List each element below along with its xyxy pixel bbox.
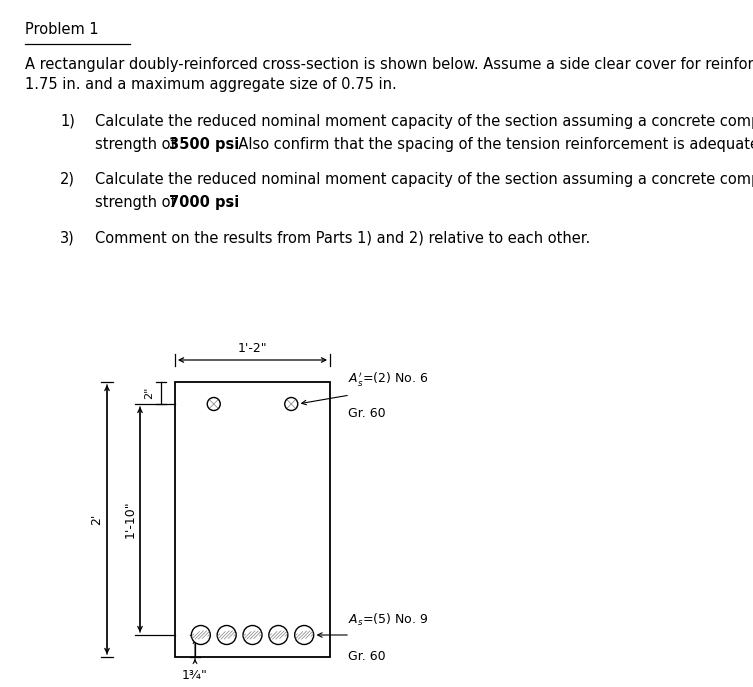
Text: Gr. 60: Gr. 60 xyxy=(348,650,386,663)
Circle shape xyxy=(191,625,210,644)
Circle shape xyxy=(217,625,236,644)
Text: 1¾": 1¾" xyxy=(182,669,208,682)
Text: Comment on the results from Parts 1) and 2) relative to each other.: Comment on the results from Parts 1) and… xyxy=(95,230,590,245)
Circle shape xyxy=(269,625,288,644)
Text: $A_s'$=(2) No. 6: $A_s'$=(2) No. 6 xyxy=(348,370,428,388)
Text: $A_s$=(5) No. 9: $A_s$=(5) No. 9 xyxy=(348,612,428,628)
Text: A rectangular doubly-reinforced cross-section is shown below. Assume a side clea: A rectangular doubly-reinforced cross-se… xyxy=(25,57,753,72)
Text: 2": 2" xyxy=(144,387,154,399)
Text: strength of: strength of xyxy=(95,137,180,152)
Text: .: . xyxy=(227,194,232,210)
Text: 3500 psi: 3500 psi xyxy=(169,137,239,152)
Circle shape xyxy=(294,625,314,644)
Text: 1'-2": 1'-2" xyxy=(238,342,267,355)
Text: . Also confirm that the spacing of the tension reinforcement is adequate.: . Also confirm that the spacing of the t… xyxy=(230,137,753,152)
Text: 3): 3) xyxy=(60,230,75,245)
Text: 1.75 in. and a maximum aggregate size of 0.75 in.: 1.75 in. and a maximum aggregate size of… xyxy=(25,77,397,92)
Text: Calculate the reduced nominal moment capacity of the section assuming a concrete: Calculate the reduced nominal moment cap… xyxy=(95,172,753,187)
Text: 1'-10": 1'-10" xyxy=(123,501,136,539)
Text: 7000 psi: 7000 psi xyxy=(169,194,239,210)
Text: Problem 1: Problem 1 xyxy=(25,22,99,37)
Circle shape xyxy=(207,398,220,411)
Text: 1): 1) xyxy=(60,114,75,129)
Text: Calculate the reduced nominal moment capacity of the section assuming a concrete: Calculate the reduced nominal moment cap… xyxy=(95,114,753,129)
Bar xyxy=(175,382,330,657)
Text: Gr. 60: Gr. 60 xyxy=(348,407,386,420)
Circle shape xyxy=(285,398,297,411)
Text: strength of: strength of xyxy=(95,194,180,210)
Text: 2': 2' xyxy=(90,514,103,525)
Text: 2): 2) xyxy=(60,172,75,187)
Circle shape xyxy=(243,625,262,644)
